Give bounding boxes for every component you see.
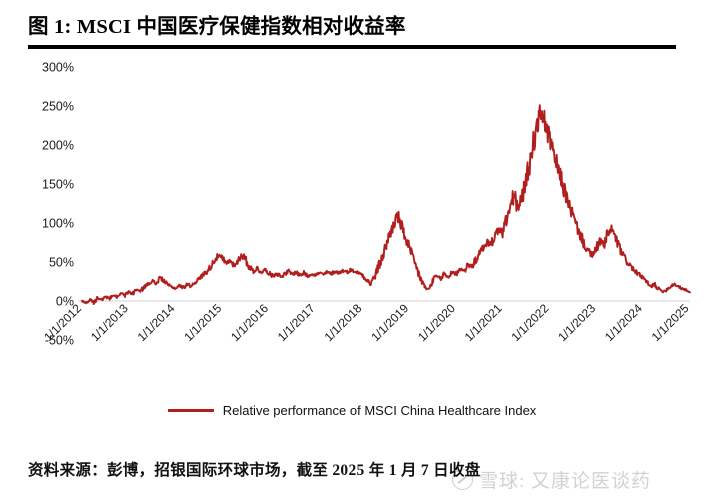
x-axis-tick-label: 1/1/2021 bbox=[462, 301, 505, 344]
x-axis-tick-label: 1/1/2025 bbox=[649, 301, 692, 344]
title-block: 图 1: MSCI 中国医疗保健指数相对收益率 bbox=[28, 14, 676, 49]
legend-color-swatch bbox=[167, 409, 214, 412]
page-title: 图 1: MSCI 中国医疗保健指数相对收益率 bbox=[28, 16, 406, 38]
x-axis-tick-label: 1/1/2017 bbox=[275, 301, 318, 344]
chart-legend: Relative performance of MSCI China Healt… bbox=[0, 403, 704, 418]
y-axis-tick-label: 300% bbox=[42, 61, 74, 75]
chart-plot-area: 300% 250% 200% 150% 100% 50% 0% -50% 1/1/2012 1/… bbox=[0, 55, 704, 400]
y-axis-tick-label: 150% bbox=[42, 178, 74, 192]
y-axis-tick-label: 250% bbox=[42, 100, 74, 114]
y-axis-tick-label: 200% bbox=[42, 139, 74, 153]
x-axis-tick-label: 1/1/2013 bbox=[88, 301, 131, 344]
x-axis-tick-label: 1/1/2016 bbox=[228, 301, 271, 344]
x-axis-tick-label: 1/1/2024 bbox=[602, 301, 645, 344]
y-axis-tick-labels: 300% 250% 200% 150% 100% 50% 0% -50% bbox=[42, 61, 74, 348]
series-line-healthcare-index bbox=[81, 104, 691, 306]
y-axis-tick-label: 50% bbox=[49, 256, 74, 270]
title-divider bbox=[28, 45, 676, 49]
x-axis-tick-label: 1/1/2018 bbox=[322, 301, 365, 344]
line-chart-svg: 300% 250% 200% 150% 100% 50% 0% -50% 1/1/2012 1/… bbox=[41, 61, 692, 348]
x-axis-tick-label: 1/1/2020 bbox=[415, 301, 458, 344]
legend-item-label: Relative performance of MSCI China Healt… bbox=[222, 403, 537, 418]
x-axis-tick-label: 1/1/2019 bbox=[368, 301, 411, 344]
x-axis-tick-label: 1/1/2023 bbox=[555, 301, 598, 344]
x-axis-tick-label: 1/1/2014 bbox=[135, 301, 178, 344]
x-axis-tick-label: 1/1/2022 bbox=[509, 301, 552, 344]
source-note: 资料来源：彭博，招银国际环球市场，截至 2025 年 1 月 7 日收盘 bbox=[28, 462, 481, 479]
x-axis-tick-labels: 1/1/2012 1/1/2013 1/1/2014 1/1/2015 1/1/2016… bbox=[41, 301, 692, 344]
x-axis-tick-label: 1/1/2015 bbox=[181, 301, 224, 344]
y-axis-tick-label: 0% bbox=[56, 295, 74, 309]
y-axis-tick-label: 100% bbox=[42, 217, 74, 231]
y-axis-tick-label: -50% bbox=[45, 334, 74, 348]
